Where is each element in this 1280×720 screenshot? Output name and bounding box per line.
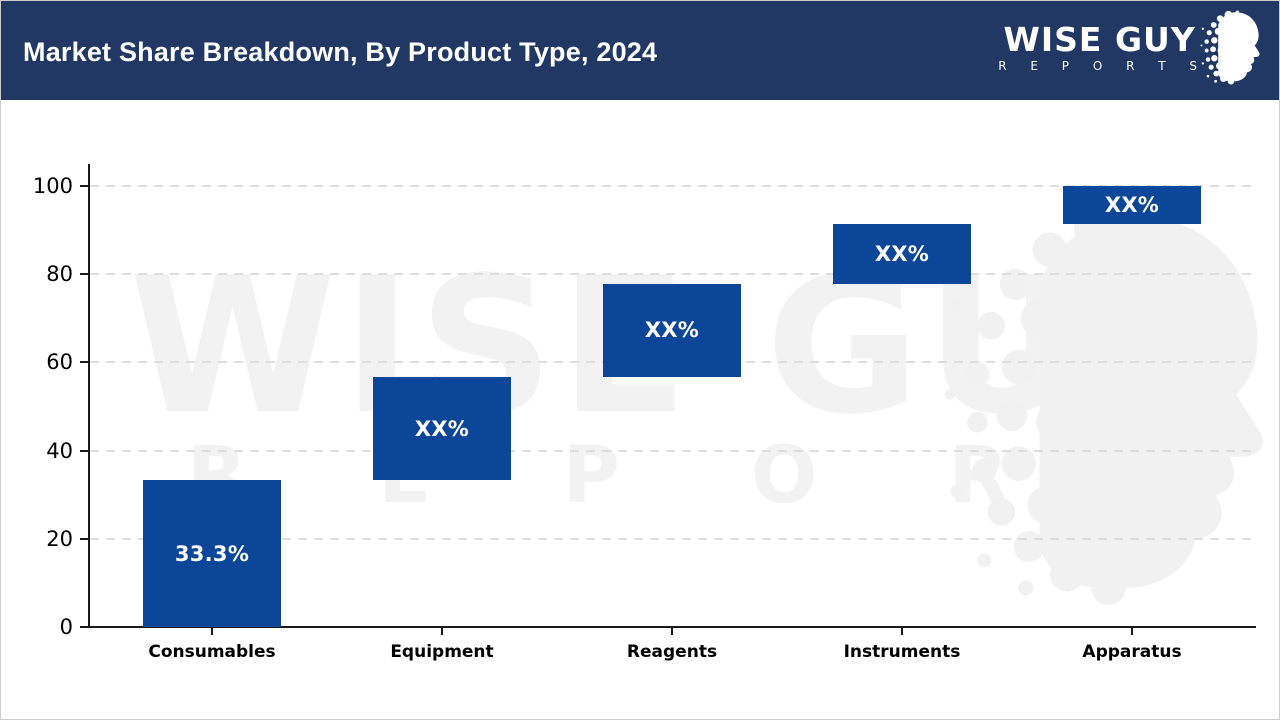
y-tick-label: 100 <box>32 174 73 198</box>
header-bar: Market Share Breakdown, By Product Type,… <box>1 1 1279 100</box>
wiseguy-logo-text: WISE GUY R E P O R T S <box>992 19 1207 74</box>
x-axis-line <box>88 626 1256 628</box>
y-tick-label: 40 <box>46 438 73 463</box>
y-tick-label: 60 <box>46 350 73 375</box>
y-tick-label: 80 <box>46 262 73 287</box>
bar-consumables: 33.3% <box>143 480 281 627</box>
wiseguy-logo: WISE GUY R E P O R T S <box>992 6 1263 90</box>
gridline <box>90 273 1256 276</box>
wiseguy-logo-line2: R E P O R T S <box>998 59 1207 74</box>
gridline <box>90 537 1256 540</box>
y-axis-line <box>88 164 90 628</box>
bar-apparatus: XX% <box>1063 186 1201 224</box>
bar-reagents: XX% <box>603 283 741 377</box>
bar-value-label: XX% <box>1104 192 1160 217</box>
y-tick-mark <box>80 449 88 452</box>
y-tick-mark <box>80 626 88 628</box>
bar-equipment: XX% <box>373 376 511 481</box>
x-tick-label: Apparatus <box>1082 642 1182 662</box>
x-tick-mark <box>441 628 443 635</box>
y-tick-mark <box>80 537 88 540</box>
x-tick-label: Equipment <box>390 642 494 662</box>
y-tick-label: 20 <box>46 526 73 551</box>
y-tick-mark <box>80 361 88 364</box>
y-tick-mark <box>80 273 88 276</box>
page-title: Market Share Breakdown, By Product Type,… <box>23 37 658 67</box>
y-tick-label: 0 <box>59 615 73 639</box>
bar-value-label: XX% <box>874 241 930 266</box>
x-tick-mark <box>671 628 673 635</box>
y-tick-mark <box>80 185 88 187</box>
x-tick-mark <box>211 628 213 635</box>
wiseguy-logo-line1: WISE GUY <box>1003 19 1196 59</box>
wiseguy-head-icon <box>1200 10 1260 85</box>
gridline <box>90 449 1256 452</box>
bar-value-label: XX% <box>644 318 700 343</box>
gridline <box>90 185 1256 187</box>
bar-value-label: 33.3% <box>174 541 250 566</box>
x-tick-label: Reagents <box>626 642 718 662</box>
x-tick-mark <box>1131 628 1133 635</box>
bar-instruments: XX% <box>833 223 971 284</box>
x-tick-label: Consumables <box>148 642 276 662</box>
x-tick-label: Instruments <box>843 642 961 662</box>
bar-value-label: XX% <box>414 416 470 441</box>
x-tick-mark <box>901 628 903 635</box>
